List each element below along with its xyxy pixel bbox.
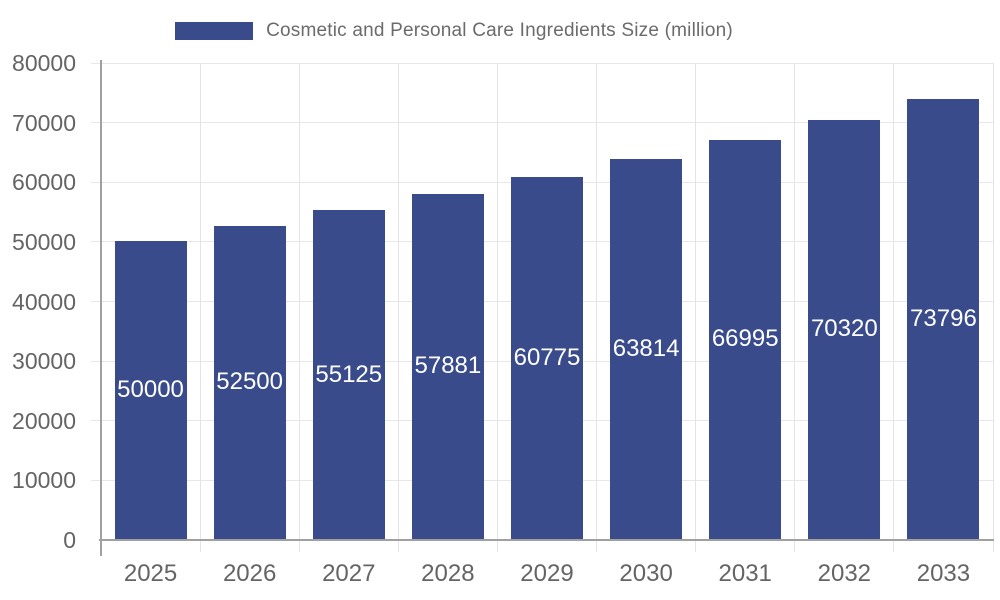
bar-value-label: 52500: [216, 368, 284, 396]
h-gridline: [91, 62, 993, 64]
bar[interactable]: 70320: [808, 119, 881, 539]
y-tick-label: 80000: [12, 50, 76, 76]
bar-value-label: 60775: [513, 343, 581, 371]
bar-value-label: 57881: [414, 352, 482, 380]
bar[interactable]: 57881: [411, 193, 484, 539]
bar[interactable]: 55125: [312, 210, 385, 539]
legend-label: Cosmetic and Personal Care Ingredients S…: [266, 20, 733, 41]
y-tick-label: 50000: [12, 228, 76, 255]
v-gridline: [397, 63, 399, 552]
bar-value-label: 63814: [612, 334, 680, 362]
bar[interactable]: 66995: [709, 139, 782, 539]
bar-value-label: 50000: [117, 375, 184, 403]
legend-swatch[interactable]: [175, 22, 254, 40]
bar[interactable]: 60775: [510, 176, 584, 539]
x-tick-label: 2032: [817, 560, 872, 587]
y-tick-label: 40000: [12, 288, 76, 315]
y-tick-label: 20000: [12, 407, 76, 434]
bar-value-label: 73796: [910, 305, 977, 332]
y-tick-label: 10000: [12, 467, 76, 494]
plot-area: 0 10000 20000 30000 40000 50000 60000 70000 8000…: [12, 52, 994, 586]
v-gridline: [893, 63, 895, 552]
y-tick-label: 0: [63, 527, 76, 553]
y-axis-line: [100, 60, 102, 556]
v-gridline: [199, 63, 201, 552]
v-gridline: [992, 63, 994, 552]
y-tick-label: 60000: [12, 169, 76, 196]
x-tick-label: 2025: [123, 560, 178, 587]
x-axis-line: [99, 539, 994, 541]
bar[interactable]: 73796: [907, 99, 980, 539]
bar-value-label: 70320: [810, 315, 878, 343]
bar-value-label: 66995: [711, 325, 779, 353]
x-tick-label: 2027: [322, 560, 376, 587]
x-tick-label: 2030: [619, 560, 673, 587]
bar-value-label: 55125: [315, 360, 383, 388]
x-tick-label: 2029: [520, 560, 574, 587]
h-gridline: [91, 122, 993, 124]
bar[interactable]: 63814: [610, 158, 683, 539]
x-tick-label: 2031: [718, 560, 772, 587]
x-tick-label: 2026: [222, 560, 277, 587]
x-tick-label: 2033: [916, 560, 971, 587]
y-tick-label: 70000: [12, 109, 76, 136]
v-gridline: [496, 63, 498, 552]
v-gridline: [596, 63, 598, 552]
v-gridline: [298, 63, 300, 552]
x-tick-label: 2028: [421, 560, 475, 587]
v-gridline: [695, 63, 697, 552]
legend[interactable]: Cosmetic and Personal Care Ingredients S…: [0, 20, 954, 42]
bar[interactable]: 52500: [213, 225, 286, 539]
v-gridline: [794, 63, 796, 552]
bar[interactable]: 50000: [114, 240, 187, 539]
y-tick-label: 30000: [12, 348, 76, 375]
